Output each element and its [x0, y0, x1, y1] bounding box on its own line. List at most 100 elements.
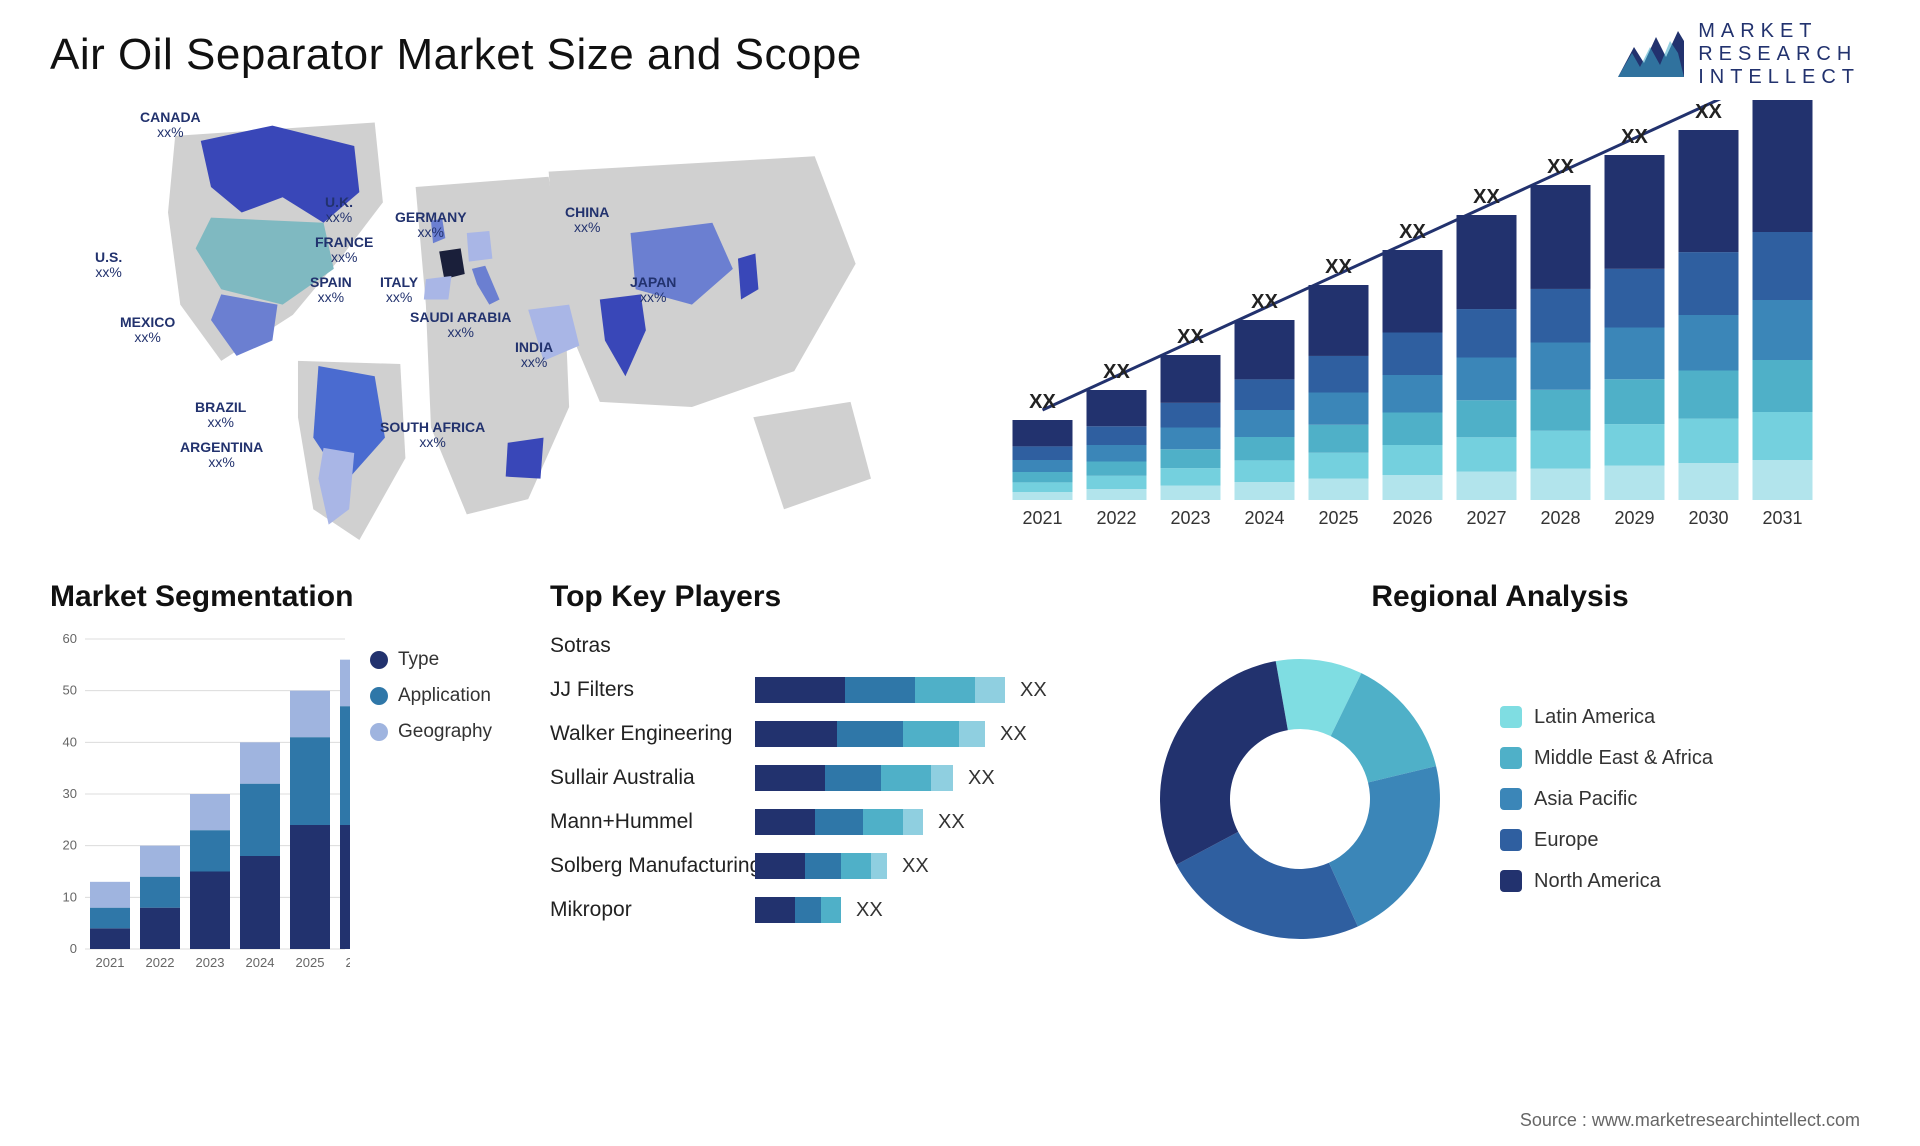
main-bar-seg: [1013, 446, 1073, 460]
player-name: Mann+Hummel: [550, 810, 755, 834]
seg-bar: [190, 794, 230, 830]
main-bar-seg: [1605, 379, 1665, 424]
main-bar-seg: [1087, 489, 1147, 500]
bar-year-label: 2026: [1392, 508, 1432, 528]
player-value: XX: [902, 855, 929, 878]
player-bar: [755, 677, 1005, 703]
seg-bar: [140, 846, 180, 877]
map-label: MEXICOxx%: [120, 315, 175, 346]
player-row: Mann+Hummel XX: [550, 805, 1100, 839]
legend-swatch-icon: [1500, 747, 1522, 769]
player-bar-seg: [845, 677, 915, 703]
map-label: ITALYxx%: [380, 275, 418, 306]
legend-swatch-icon: [1500, 788, 1522, 810]
main-bar-seg: [1457, 215, 1517, 309]
main-bar-seg: [1679, 315, 1739, 371]
main-bar-seg: [1013, 460, 1073, 472]
main-bar-seg: [1087, 462, 1147, 476]
player-bar-seg: [931, 765, 953, 791]
regional-title: Regional Analysis: [1130, 580, 1870, 614]
seg-legend-item: Type: [370, 649, 492, 671]
seg-bar: [240, 856, 280, 949]
main-bar-seg: [1383, 475, 1443, 500]
player-bar-seg: [881, 765, 931, 791]
bar-value-label: XX: [1621, 126, 1648, 148]
seg-bar: [140, 877, 180, 908]
main-bar-seg: [1531, 390, 1591, 431]
player-bar-seg: [841, 853, 871, 879]
seg-ytick: 50: [63, 683, 77, 698]
player-name: Sotras: [550, 634, 755, 658]
player-name: Mikropor: [550, 898, 755, 922]
player-name: Walker Engineering: [550, 722, 755, 746]
player-value: XX: [938, 811, 965, 834]
main-bar-seg: [1753, 412, 1813, 460]
seg-bar: [240, 742, 280, 783]
segmentation-chart: 0102030405060202120222023202420252026: [50, 629, 350, 979]
main-bar-seg: [1235, 460, 1295, 482]
map-label: FRANCExx%: [315, 235, 373, 266]
player-bar-seg: [755, 853, 805, 879]
legend-swatch-icon: [370, 723, 388, 741]
donut-legend-item: Europe: [1500, 829, 1713, 852]
player-bar-seg: [903, 721, 959, 747]
bar-year-label: 2022: [1096, 508, 1136, 528]
player-bar-seg: [871, 853, 887, 879]
bar-year-label: 2030: [1688, 508, 1728, 528]
main-bar-seg: [1235, 410, 1295, 437]
main-bar-seg: [1605, 466, 1665, 501]
player-bar-seg: [755, 677, 845, 703]
main-bar-seg: [1013, 472, 1073, 482]
seg-year: 2026: [346, 955, 350, 970]
seg-legend-item: Application: [370, 685, 492, 707]
player-bar-seg: [755, 765, 825, 791]
main-bar-seg: [1457, 309, 1517, 357]
main-bar-seg: [1531, 469, 1591, 501]
seg-ytick: 0: [70, 941, 77, 956]
player-bar: [755, 765, 953, 791]
main-chart-svg: XX2021XX2022XX2023XX2024XX2025XX2026XX20…: [975, 100, 1870, 540]
bar-value-label: XX: [1029, 391, 1056, 413]
map-label: INDIAxx%: [515, 340, 553, 371]
legend-label: Geography: [398, 721, 492, 743]
player-bar-seg: [863, 809, 903, 835]
main-bar-seg: [1531, 431, 1591, 469]
seg-year: 2025: [296, 955, 325, 970]
map-label: U.S.xx%: [95, 250, 122, 281]
bar-value-label: XX: [1177, 326, 1204, 348]
main-bar-seg: [1087, 390, 1147, 426]
segmentation-title: Market Segmentation: [50, 580, 520, 614]
main-bar-seg: [1235, 437, 1295, 460]
player-bar-wrap: XX: [755, 853, 1100, 879]
player-bar-wrap: XX: [755, 897, 1100, 923]
player-bar-wrap: XX: [755, 765, 1100, 791]
main-bar-seg: [1457, 472, 1517, 501]
seg-bar: [90, 928, 130, 949]
map-label: JAPANxx%: [630, 275, 676, 306]
main-bar-seg: [1383, 375, 1443, 413]
main-bar-seg: [1309, 479, 1369, 501]
donut-legend-item: North America: [1500, 870, 1713, 893]
country-germany: [467, 231, 493, 262]
map-label: CHINAxx%: [565, 205, 609, 236]
bar-value-label: XX: [1695, 101, 1722, 123]
player-bar: [755, 809, 923, 835]
player-bar: [755, 721, 985, 747]
main-bar-seg: [1161, 428, 1221, 450]
seg-bar: [140, 908, 180, 949]
logo-line1: MARKET: [1698, 20, 1860, 43]
legend-swatch-icon: [370, 687, 388, 705]
main-bar-seg: [1087, 476, 1147, 489]
map-label: U.K.xx%: [325, 195, 353, 226]
regional-panel: Regional Analysis Latin AmericaMiddle Ea…: [1130, 580, 1870, 1030]
main-bar-seg: [1087, 445, 1147, 462]
main-bar-seg: [1309, 285, 1369, 356]
map-label: SPAINxx%: [310, 275, 352, 306]
main-bar-seg: [1013, 420, 1073, 446]
main-bar-seg: [1235, 379, 1295, 410]
donut-chart: [1130, 629, 1470, 969]
seg-bar: [90, 882, 130, 908]
main-bar-chart: XX2021XX2022XX2023XX2024XX2025XX2026XX20…: [975, 100, 1870, 540]
seg-ytick: 20: [63, 838, 77, 853]
main-bar-seg: [1383, 250, 1443, 333]
